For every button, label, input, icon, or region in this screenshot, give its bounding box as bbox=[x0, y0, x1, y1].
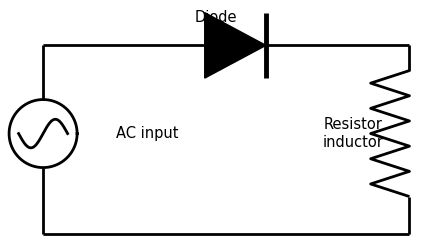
Text: AC input: AC input bbox=[116, 126, 178, 141]
Text: Diode: Diode bbox=[194, 10, 236, 25]
Text: Resistor
inductor: Resistor inductor bbox=[322, 117, 383, 150]
Polygon shape bbox=[204, 13, 265, 78]
